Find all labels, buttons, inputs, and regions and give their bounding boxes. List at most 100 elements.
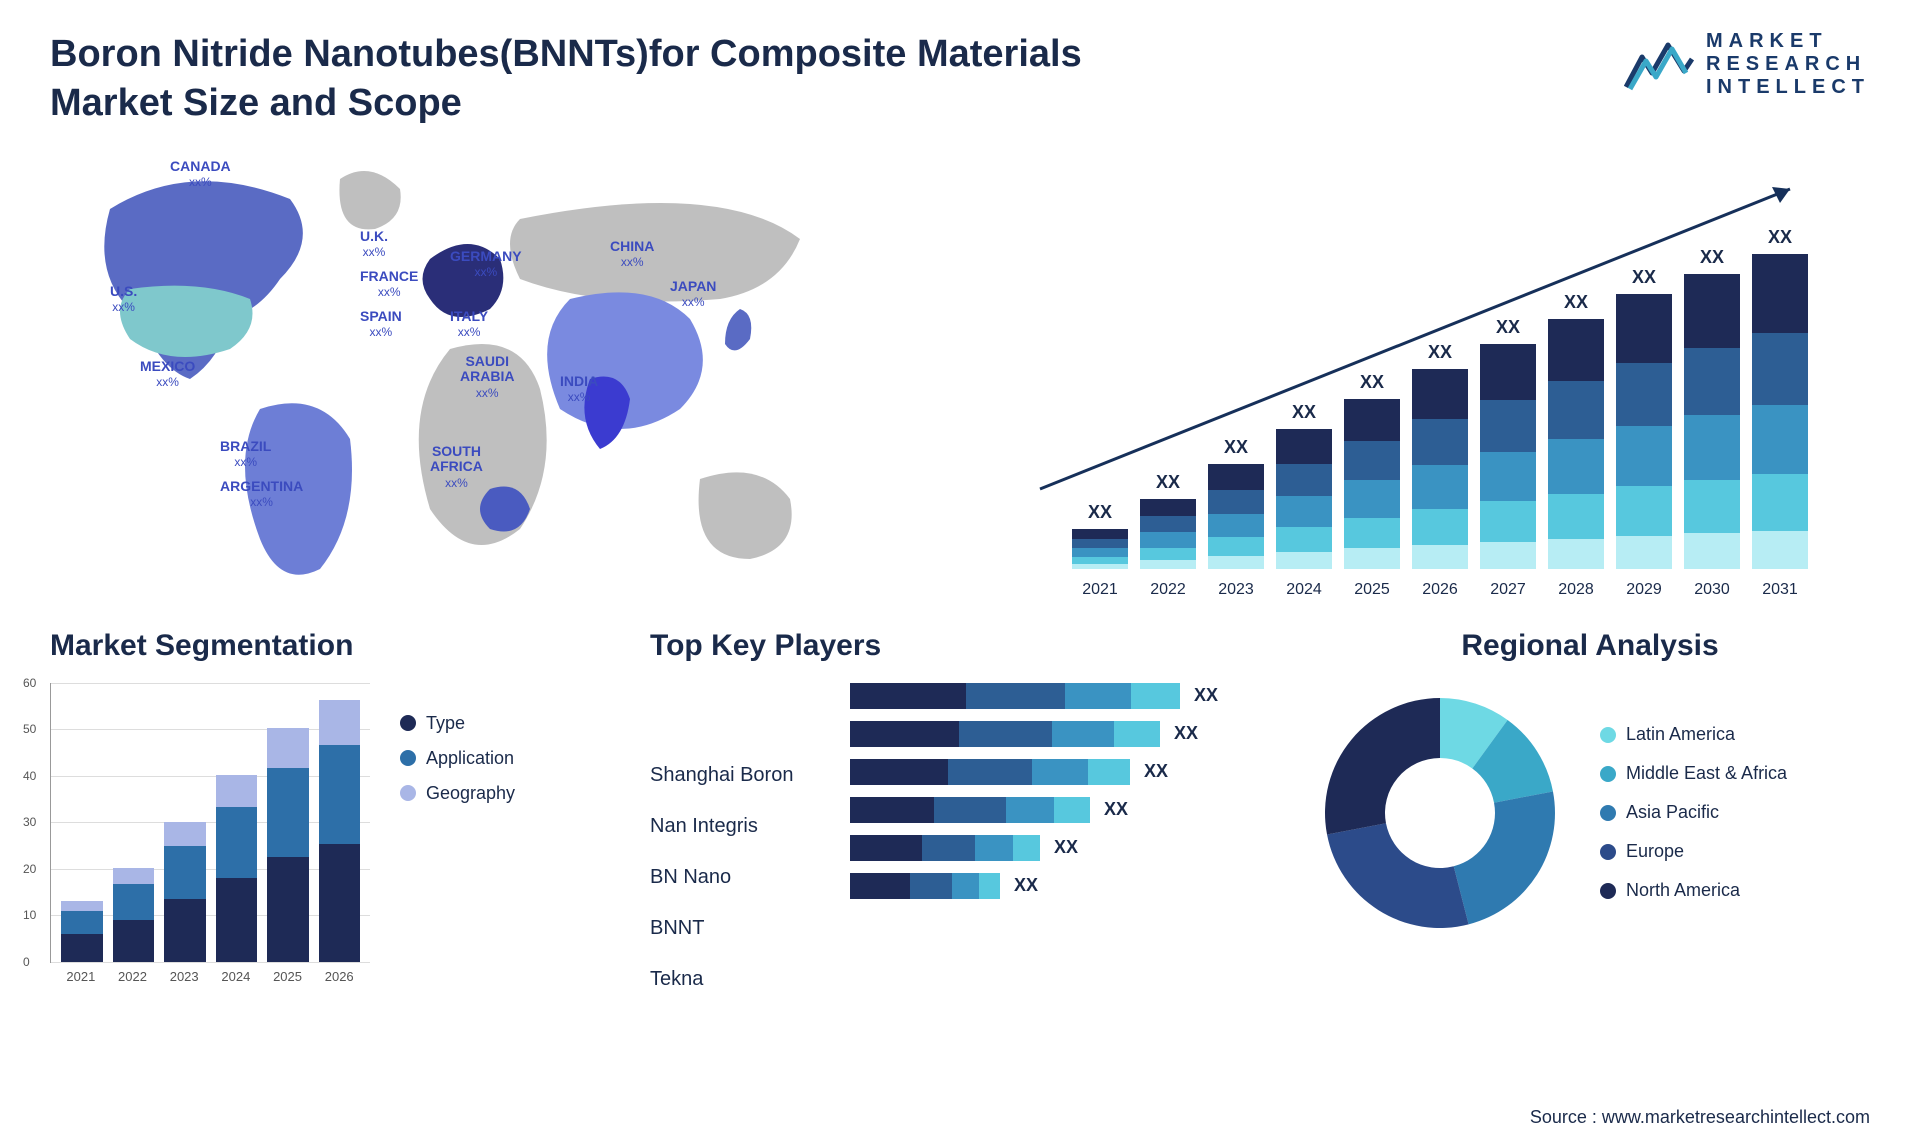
map-label-safrica: SOUTHAFRICAxx% xyxy=(430,444,483,490)
growth-year-label: 2031 xyxy=(1752,581,1808,599)
player-name: BN Nano xyxy=(650,866,830,892)
player-value: XX xyxy=(1104,799,1128,820)
map-japan xyxy=(725,309,751,350)
seg-bar-2021 xyxy=(61,901,103,962)
growth-value-label: XX xyxy=(1088,502,1112,523)
growth-year-label: 2028 xyxy=(1548,581,1604,599)
growth-bar-2028: XX xyxy=(1548,292,1604,569)
seg-xlabel: 2021 xyxy=(60,969,102,984)
regional-legend-item: Europe xyxy=(1600,841,1787,862)
player-name: Tekna xyxy=(650,968,830,994)
player-name: Shanghai Boron xyxy=(650,764,830,790)
map-label-france: FRANCExx% xyxy=(360,269,418,300)
player-name: Nan Integris xyxy=(650,815,830,841)
regional-legend: Latin AmericaMiddle East & AfricaAsia Pa… xyxy=(1600,724,1787,901)
seg-ytick: 50 xyxy=(23,722,36,736)
seg-ytick: 20 xyxy=(23,862,36,876)
player-row: XX xyxy=(850,759,1270,785)
map-label-italy: ITALYxx% xyxy=(450,309,488,340)
growth-year-label: 2029 xyxy=(1616,581,1672,599)
map-label-brazil: BRAZILxx% xyxy=(220,439,271,470)
regional-legend-item: Asia Pacific xyxy=(1600,802,1787,823)
growth-year-label: 2022 xyxy=(1140,581,1196,599)
growth-bar-2022: XX xyxy=(1140,472,1196,569)
map-au xyxy=(699,472,792,559)
seg-bar-2026 xyxy=(319,700,361,961)
map-label-canada: CANADAxx% xyxy=(170,159,231,190)
seg-legend-item: Geography xyxy=(400,783,515,804)
growth-bar-2029: XX xyxy=(1616,267,1672,569)
map-russia xyxy=(510,203,800,302)
map-label-saudi: SAUDIARABIAxx% xyxy=(460,354,514,400)
growth-value-label: XX xyxy=(1156,472,1180,493)
donut-slice xyxy=(1325,698,1440,835)
player-value: XX xyxy=(1144,761,1168,782)
growth-bar-2024: XX xyxy=(1276,402,1332,569)
seg-bar-2024 xyxy=(216,775,258,962)
growth-bar-2030: XX xyxy=(1684,247,1740,569)
player-row: XX xyxy=(850,683,1270,709)
players-panel: Top Key Players Shanghai BoronNan Integr… xyxy=(650,629,1270,994)
growth-value-label: XX xyxy=(1496,317,1520,338)
map-label-japan: JAPANxx% xyxy=(670,279,716,310)
page-title: Boron Nitride Nanotubes(BNNTs)for Compos… xyxy=(50,30,1150,129)
player-row: XX xyxy=(850,797,1270,823)
donut-slice xyxy=(1327,823,1469,928)
growth-year-label: 2027 xyxy=(1480,581,1536,599)
growth-bar-2021: XX xyxy=(1072,502,1128,569)
regional-panel: Regional Analysis Latin AmericaMiddle Ea… xyxy=(1310,629,1870,994)
source-text: Source : www.marketresearchintellect.com xyxy=(1530,1107,1870,1128)
seg-ytick: 40 xyxy=(23,769,36,783)
growth-value-label: XX xyxy=(1632,267,1656,288)
logo-line1: MARKET xyxy=(1706,30,1870,53)
donut-slice xyxy=(1454,791,1555,924)
growth-bar-2026: XX xyxy=(1412,342,1468,569)
growth-value-label: XX xyxy=(1700,247,1724,268)
seg-legend-item: Application xyxy=(400,748,515,769)
player-row: XX xyxy=(850,721,1270,747)
map-label-china: CHINAxx% xyxy=(610,239,654,270)
growth-value-label: XX xyxy=(1360,372,1384,393)
seg-ytick: 60 xyxy=(23,676,36,690)
growth-chart: XXXXXXXXXXXXXXXXXXXXXX 20212022202320242… xyxy=(1010,149,1870,599)
segmentation-legend: Type Application Geography xyxy=(400,713,515,804)
growth-year-label: 2021 xyxy=(1072,581,1128,599)
growth-value-label: XX xyxy=(1768,227,1792,248)
player-row: XX xyxy=(850,835,1270,861)
seg-xlabel: 2023 xyxy=(163,969,205,984)
seg-ytick: 10 xyxy=(23,908,36,922)
map-label-us: U.S.xx% xyxy=(110,284,137,315)
seg-bar-2025 xyxy=(267,728,309,961)
logo-icon xyxy=(1624,37,1694,93)
map-label-uk: U.K.xx% xyxy=(360,229,388,260)
player-name xyxy=(650,713,830,739)
growth-value-label: XX xyxy=(1224,437,1248,458)
seg-legend-item: Type xyxy=(400,713,515,734)
map-label-germany: GERMANYxx% xyxy=(450,249,522,280)
regional-donut xyxy=(1310,683,1570,943)
growth-year-label: 2030 xyxy=(1684,581,1740,599)
segmentation-panel: Market Segmentation 0102030405060 202120… xyxy=(50,629,610,994)
growth-value-label: XX xyxy=(1292,402,1316,423)
map-label-spain: SPAINxx% xyxy=(360,309,402,340)
growth-year-label: 2024 xyxy=(1276,581,1332,599)
growth-bar-2025: XX xyxy=(1344,372,1400,569)
player-value: XX xyxy=(1054,837,1078,858)
seg-bar-2022 xyxy=(113,868,155,961)
seg-bar-2023 xyxy=(164,822,206,962)
growth-year-label: 2025 xyxy=(1344,581,1400,599)
regional-legend-item: Middle East & Africa xyxy=(1600,763,1787,784)
seg-ytick: 30 xyxy=(23,815,36,829)
logo-line2: RESEARCH xyxy=(1706,53,1870,76)
map-greenland xyxy=(339,171,400,229)
player-value: XX xyxy=(1174,723,1198,744)
map-label-india: INDIAxx% xyxy=(560,374,598,405)
player-value: XX xyxy=(1014,875,1038,896)
growth-bar-2027: XX xyxy=(1480,317,1536,569)
regional-legend-item: North America xyxy=(1600,880,1787,901)
map-label-mexico: MEXICOxx% xyxy=(140,359,195,390)
map-label-argentina: ARGENTINAxx% xyxy=(220,479,303,510)
logo-line3: INTELLECT xyxy=(1706,76,1870,99)
seg-xlabel: 2026 xyxy=(318,969,360,984)
map-us-teal xyxy=(120,285,253,356)
